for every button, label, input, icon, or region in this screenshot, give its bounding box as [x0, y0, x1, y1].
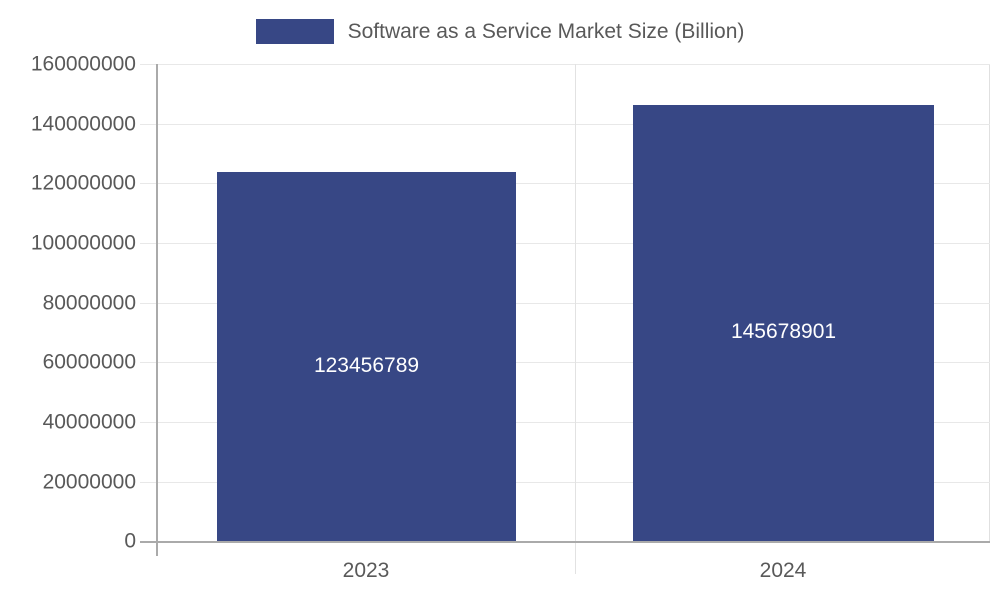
y-tick-label: 120000000 — [30, 171, 136, 195]
bar-value-label: 145678901 — [730, 320, 837, 343]
y-tick-label: 20000000 — [42, 470, 136, 494]
gridline-60000000 — [140, 362, 990, 363]
gridline-100000000 — [140, 243, 990, 244]
gridline-140000000 — [140, 124, 990, 125]
x-tick-label-2023: 2023 — [342, 559, 390, 582]
legend-item-saas[interactable]: Software as a Service Market Size (Billi… — [255, 18, 745, 44]
legend-color-swatch-icon — [255, 18, 334, 44]
y-tick-label: 80000000 — [42, 291, 136, 315]
x-axis-line — [140, 541, 990, 543]
gridline-category-separator — [575, 64, 576, 574]
gridline-20000000 — [140, 482, 990, 483]
gridline-120000000 — [140, 183, 990, 184]
bar-2023[interactable]: 123456789 — [217, 172, 516, 541]
gridline-80000000 — [140, 303, 990, 304]
legend-item-label: Software as a Service Market Size (Billi… — [347, 19, 745, 43]
y-axis-line — [156, 64, 158, 556]
chart-legend: Software as a Service Market Size (Billi… — [0, 14, 1000, 48]
y-tick-label: 40000000 — [42, 410, 136, 434]
y-tick-label: 60000000 — [42, 350, 136, 374]
y-tick-label: 0 — [124, 529, 136, 553]
y-tick-label: 100000000 — [30, 231, 136, 255]
y-tick-label: 140000000 — [30, 112, 136, 136]
bar-2024[interactable]: 145678901 — [633, 105, 934, 541]
x-tick-label-2024: 2024 — [759, 559, 807, 582]
gridline-40000000 — [140, 422, 990, 423]
bar-value-label: 123456789 — [313, 354, 420, 377]
y-tick-label: 160000000 — [30, 52, 136, 76]
gridline-160000000 — [140, 64, 990, 65]
